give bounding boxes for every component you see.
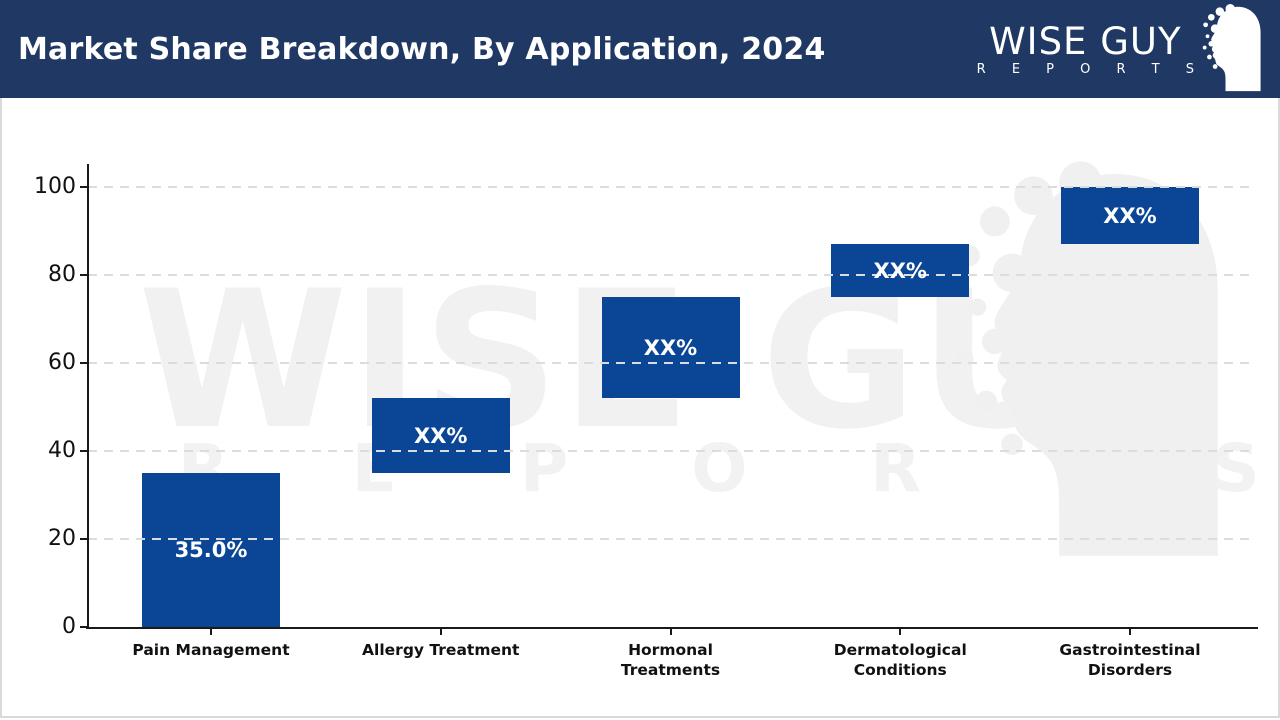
category-label-pain-management: Pain Management bbox=[91, 640, 331, 660]
frame-line-bottom bbox=[0, 716, 1280, 718]
bar-value-label-allergy-treatment: XX% bbox=[414, 423, 468, 448]
category-label-line: Gastrointestinal bbox=[1059, 641, 1201, 659]
y-tick-mark-0 bbox=[80, 626, 88, 628]
bar-value-label-dermatological-conditions: XX% bbox=[873, 258, 927, 283]
gridline-y-20 bbox=[88, 538, 1253, 540]
category-label-line: Treatments bbox=[620, 661, 721, 679]
gridline-y-80 bbox=[88, 274, 1253, 276]
y-tick-label-80: 80 bbox=[48, 262, 76, 287]
header-bar: Market Share Breakdown, By Application, … bbox=[0, 0, 1280, 98]
y-tick-mark-100 bbox=[80, 186, 88, 188]
bar-pain-management bbox=[142, 473, 280, 627]
gridline-y-100 bbox=[88, 186, 1253, 188]
bar-hormonal-treatments bbox=[601, 297, 740, 399]
category-label-gastrointestinal-disorders: Gastrointestinal Disorders bbox=[1010, 640, 1250, 680]
x-tick-mark-dermatological-conditions bbox=[899, 627, 902, 635]
x-tick-mark-gastrointestinal-disorders bbox=[1129, 627, 1131, 635]
bar-value-label-pain-management: 35.0% bbox=[174, 538, 248, 562]
y-tick-label-40: 40 bbox=[48, 438, 76, 463]
y-tick-label-0: 0 bbox=[62, 614, 76, 639]
category-label-line: Dermatological bbox=[833, 641, 967, 659]
logo-text: WISE GUY R E P O R T S bbox=[977, 23, 1194, 76]
logo-subtext: R E P O R T S bbox=[976, 61, 1205, 77]
y-tick-label-20: 20 bbox=[48, 526, 76, 551]
page-title: Market Share Breakdown, By Application, … bbox=[18, 31, 826, 67]
x-axis-line bbox=[86, 627, 1258, 629]
y-axis-line bbox=[87, 164, 89, 629]
bar-value-label-hormonal-treatments: XX% bbox=[643, 335, 698, 360]
y-tick-mark-40 bbox=[80, 450, 88, 452]
x-tick-mark-allergy-treatment bbox=[439, 627, 442, 635]
y-tick-label-60: 60 bbox=[48, 350, 76, 375]
category-label-line: Allergy Treatment bbox=[362, 641, 520, 659]
y-tick-mark-60 bbox=[80, 362, 88, 364]
face-profile-logo-icon bbox=[1202, 4, 1261, 92]
bar-dermatological-conditions bbox=[831, 244, 970, 297]
category-label-line: Pain Management bbox=[132, 641, 290, 659]
wise-guy-reports-logo: WISE GUY R E P O R T S bbox=[977, 0, 1270, 98]
category-label-allergy-treatment: Allergy Treatment bbox=[321, 640, 561, 660]
category-label-line: Disorders bbox=[1087, 661, 1173, 679]
x-tick-mark-hormonal-treatments bbox=[669, 627, 672, 635]
gridline-y-60 bbox=[88, 362, 1253, 364]
y-tick-label-100: 100 bbox=[34, 174, 76, 199]
bar-value-label-gastrointestinal-disorders: XX% bbox=[1103, 203, 1157, 228]
x-tick-mark-pain-management bbox=[210, 627, 212, 635]
frame-line-right bbox=[1278, 98, 1280, 718]
y-tick-mark-20 bbox=[80, 538, 88, 540]
frame-line-left bbox=[0, 98, 2, 718]
category-label-hormonal-treatments: Hormonal Treatments bbox=[551, 640, 791, 680]
category-label-dermatological-conditions: Dermatological Conditions bbox=[780, 640, 1020, 680]
category-label-line: Conditions bbox=[853, 661, 947, 679]
logo-wordmark: WISE GUY bbox=[989, 19, 1182, 63]
gridline-y-40 bbox=[88, 450, 1253, 452]
y-tick-mark-80 bbox=[80, 274, 88, 276]
category-label-line: Hormonal bbox=[628, 641, 713, 659]
bar-allergy-treatment bbox=[371, 398, 510, 473]
